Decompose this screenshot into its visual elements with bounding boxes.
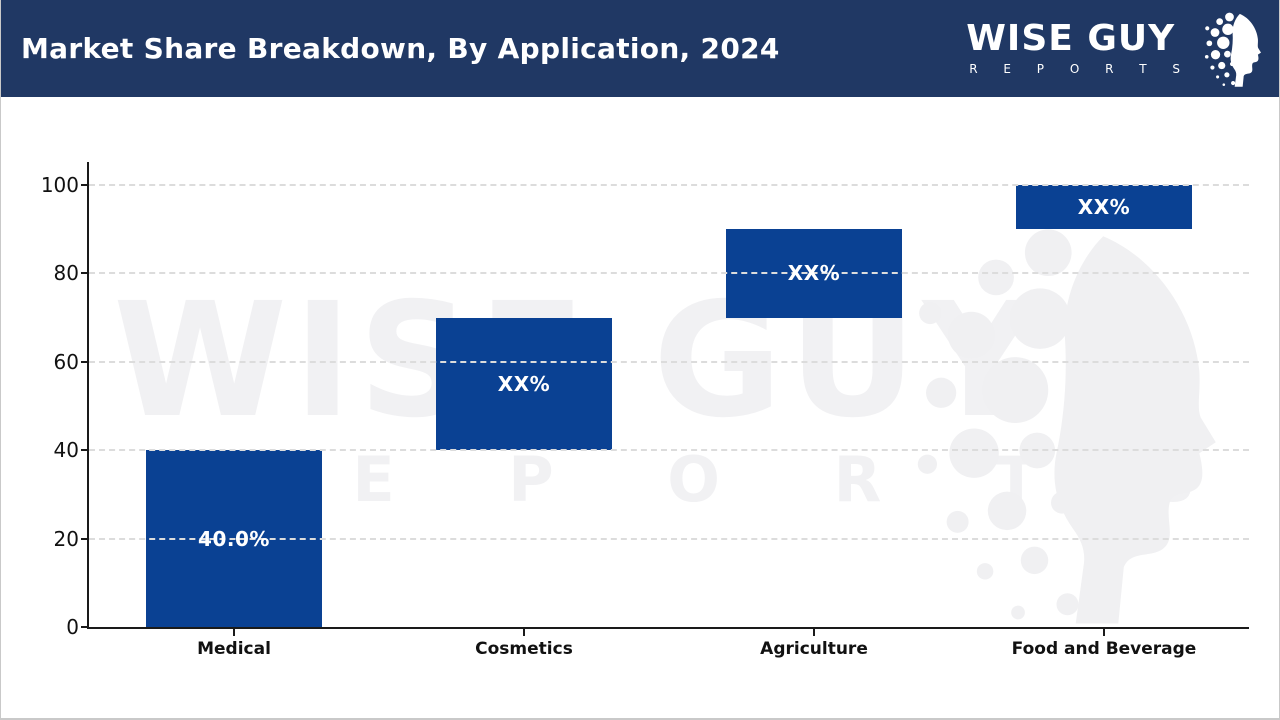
y-tick-label-0: 0	[66, 615, 79, 639]
bar-value-label-medical: 40.0%	[198, 526, 270, 551]
logo-wiseguy-text: WISE GUY	[966, 18, 1176, 59]
bar-food-and-beverage	[1016, 185, 1192, 230]
logo-text: WISE GUY R E P O R T S	[966, 18, 1191, 77]
y-tick-mark-40	[81, 449, 89, 452]
chart-title: Market Share Breakdown, By Application, …	[21, 32, 780, 65]
y-tick-label-20: 20	[53, 526, 79, 551]
gridline-80	[89, 272, 1249, 275]
bar-value-label-agriculture: XX%	[787, 261, 841, 286]
plot-area: WISE GUY R E P O R T S 40.0% XX% XX% XX% 0 20…	[1, 97, 1279, 718]
logo: WISE GUY R E P O R T S	[966, 10, 1261, 88]
gridline-40	[89, 449, 1249, 452]
logo-face-icon	[1199, 10, 1261, 88]
x-category-label-cosmetics: Cosmetics	[475, 639, 573, 659]
y-tick-mark-0	[81, 626, 89, 628]
x-category-label-agriculture: Agriculture	[760, 639, 868, 659]
bar-cosmetics	[436, 317, 612, 451]
y-tick-mark-60	[81, 360, 89, 363]
x-tick-mark-cosmetics	[523, 629, 525, 636]
gridline-20	[89, 537, 1249, 540]
header: Market Share Breakdown, By Application, …	[1, 0, 1279, 97]
y-axis-line	[87, 162, 89, 629]
x-category-label-food-and-beverage: Food and Beverage	[1011, 639, 1197, 659]
x-tick-mark-medical	[233, 629, 235, 636]
gridline-100	[89, 184, 1249, 186]
y-tick-label-40: 40	[53, 438, 79, 463]
watermark-face	[886, 217, 1216, 629]
bar-value-label-food-and-beverage: XX%	[1077, 195, 1131, 220]
y-tick-label-60: 60	[53, 349, 79, 374]
x-category-label-medical: Medical	[197, 639, 271, 659]
bar-value-label-cosmetics: XX%	[497, 371, 551, 396]
y-tick-mark-80	[81, 272, 89, 275]
logo-reports-text: R E P O R T S	[969, 62, 1191, 76]
y-tick-mark-100	[81, 184, 89, 186]
x-tick-mark-food-and-beverage	[1103, 629, 1105, 636]
y-tick-label-100: 100	[40, 173, 79, 197]
y-tick-mark-20	[81, 537, 89, 540]
x-axis-line	[87, 627, 1249, 629]
x-tick-mark-agriculture	[813, 629, 815, 636]
gridline-60	[89, 360, 1249, 363]
y-tick-label-80: 80	[53, 261, 79, 286]
